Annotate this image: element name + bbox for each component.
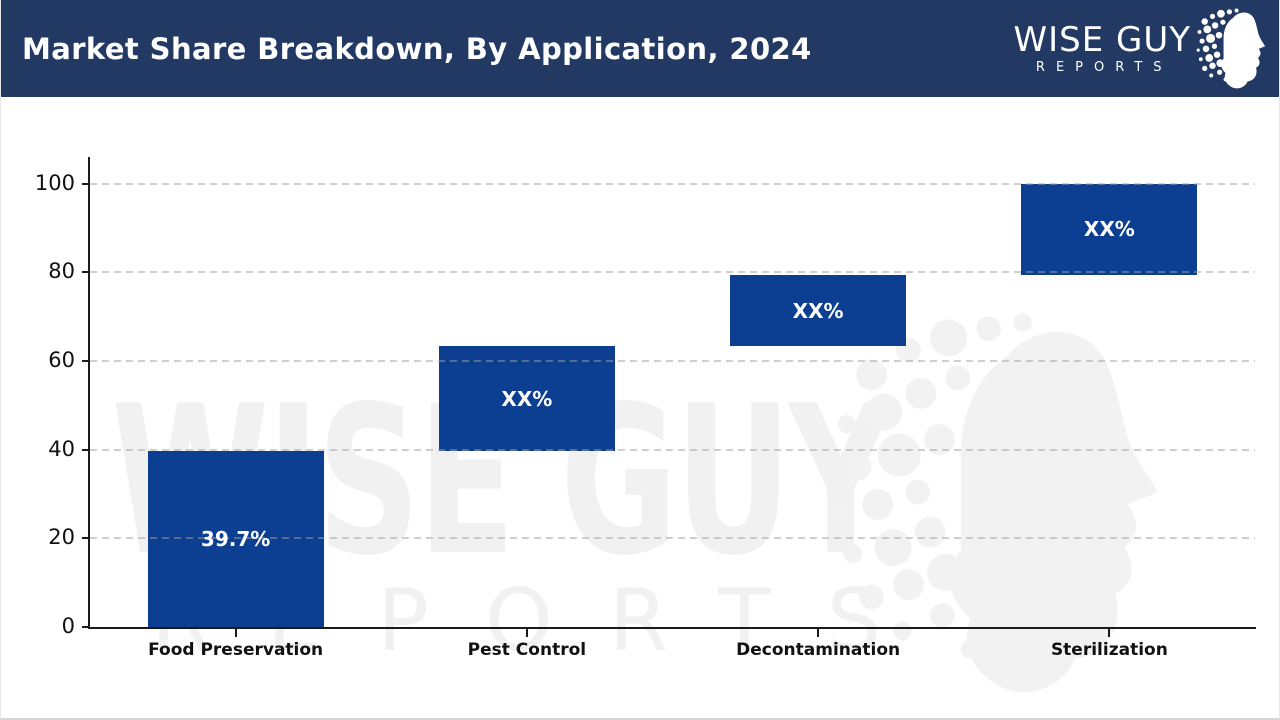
y-tick-mark-0 [82,626,89,628]
bar-pest-control [438,346,615,451]
gridline-60 [90,359,1255,362]
x-tick-label-decontamination: Decontamination [736,640,901,660]
bar-value-label-pest-control: XX% [501,386,553,411]
x-tick-label-food-preservation: Food Preservation [148,640,324,660]
x-tick-mark-pest-control [525,629,528,637]
bar-decontamination [730,275,907,347]
y-tick-label-0: 0 [61,614,75,638]
bar-value-label-food-preservation: 39.7% [200,526,271,551]
y-tick-label-20: 20 [48,525,75,550]
y-tick-mark-60 [82,359,89,362]
logo-subtitle: REPORTS [1035,59,1173,75]
gridline-20 [90,537,1255,540]
x-axis-line [89,627,1256,629]
logo-wordmark: WISE GUY [1013,20,1191,61]
y-tick-label-60: 60 [48,347,75,372]
page-title: Market Share Breakdown, By Application, … [22,31,812,66]
y-tick-mark-100 [82,182,89,185]
y-tick-mark-40 [82,448,89,451]
wiseguy-logo-text: WISE GUY REPORTS [1013,20,1191,75]
bar-value-label-decontamination: XX% [792,298,844,323]
x-tick-label-sterilization: Sterilization [1050,640,1168,660]
gridline-80 [90,271,1255,274]
gridline-40 [90,448,1255,451]
x-tick-label-pest-control: Pest Control [467,640,587,660]
y-axis-line [88,157,90,629]
wiseguy-face-icon [1196,8,1266,88]
y-tick-label-80: 80 [48,259,75,284]
header-bar: Market Share Breakdown, By Application, … [1,0,1279,97]
x-tick-mark-food-preservation [234,629,237,637]
y-tick-label-40: 40 [48,436,75,461]
bar-sterilization [1021,183,1198,276]
bar-value-label-sterilization: XX% [1083,217,1135,242]
x-tick-mark-sterilization [1108,629,1111,637]
x-tick-mark-decontamination [817,629,820,637]
y-tick-mark-20 [82,537,89,540]
chart-area: WISE GUY REPORTS 0 20 40 60 80 100 39.7% Food P… [1,97,1279,718]
y-tick-mark-80 [82,271,89,274]
wiseguy-logo: WISE GUY REPORTS [1013,5,1271,93]
y-tick-label-100: 100 [34,170,75,195]
gridline-100 [90,182,1255,185]
